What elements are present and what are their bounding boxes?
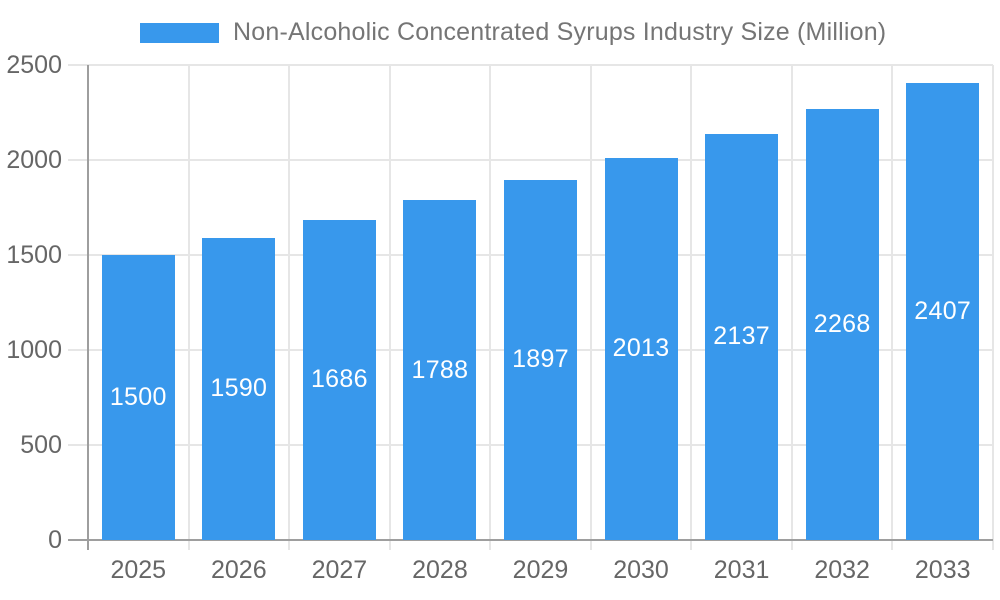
bar[interactable]: 2013 (604, 157, 678, 540)
x-gridline (891, 65, 894, 550)
bar-value-label: 1590 (210, 374, 268, 403)
bar-value-label: 2013 (612, 334, 670, 363)
bar[interactable]: 1788 (403, 200, 477, 540)
bar[interactable]: 1500 (101, 255, 175, 540)
x-axis-label: 2025 (110, 556, 167, 584)
x-axis-label: 2032 (814, 556, 870, 584)
bar-value-label: 2268 (813, 310, 871, 339)
x-axis-label: 2028 (412, 556, 468, 584)
y-axis-label: 1000 (6, 336, 62, 364)
x-gridline (992, 65, 994, 550)
x-gridline (790, 65, 793, 550)
x-axis-label: 2030 (613, 556, 669, 584)
y-gridline (68, 159, 993, 161)
y-gridline (68, 64, 993, 66)
bar-value-label: 2407 (914, 296, 972, 325)
bar-value-label: 2137 (713, 322, 771, 351)
x-gridline (388, 65, 391, 550)
bar[interactable]: 1686 (302, 219, 376, 540)
y-axis-label: 2000 (6, 146, 62, 174)
bar-value-label: 1686 (310, 365, 368, 394)
bar[interactable]: 1897 (504, 179, 577, 540)
y-axis-label: 500 (20, 431, 62, 459)
legend-label: Non-Alcoholic Concentrated Syrups Indust… (233, 18, 887, 46)
x-axis-label: 2026 (211, 556, 267, 584)
x-gridline (187, 65, 190, 550)
x-gridline (690, 65, 693, 550)
bar[interactable]: 1590 (202, 237, 276, 540)
legend-swatch (140, 22, 219, 43)
bar-value-label: 1788 (411, 355, 469, 384)
bar-value-label: 1897 (512, 345, 569, 374)
bar[interactable]: 2407 (906, 82, 980, 540)
y-axis-label: 2500 (6, 51, 62, 79)
x-axis-label: 2029 (512, 556, 569, 584)
x-axis-label: 2033 (914, 556, 971, 584)
y-axis-line (87, 65, 89, 550)
x-axis-label: 2031 (713, 556, 770, 584)
bar[interactable]: 2137 (705, 133, 779, 540)
x-gridline (288, 65, 291, 550)
legend: Non-Alcoholic Concentrated Syrups Indust… (140, 18, 886, 47)
bar-value-label: 1500 (109, 383, 167, 411)
x-gridline (589, 65, 592, 550)
x-gridline (489, 65, 492, 550)
y-axis-label: 1500 (6, 241, 62, 269)
y-axis-label: 0 (48, 526, 62, 554)
bar[interactable]: 2268 (805, 109, 879, 540)
x-axis-label: 2027 (311, 556, 368, 584)
x-axis-line (68, 539, 993, 541)
